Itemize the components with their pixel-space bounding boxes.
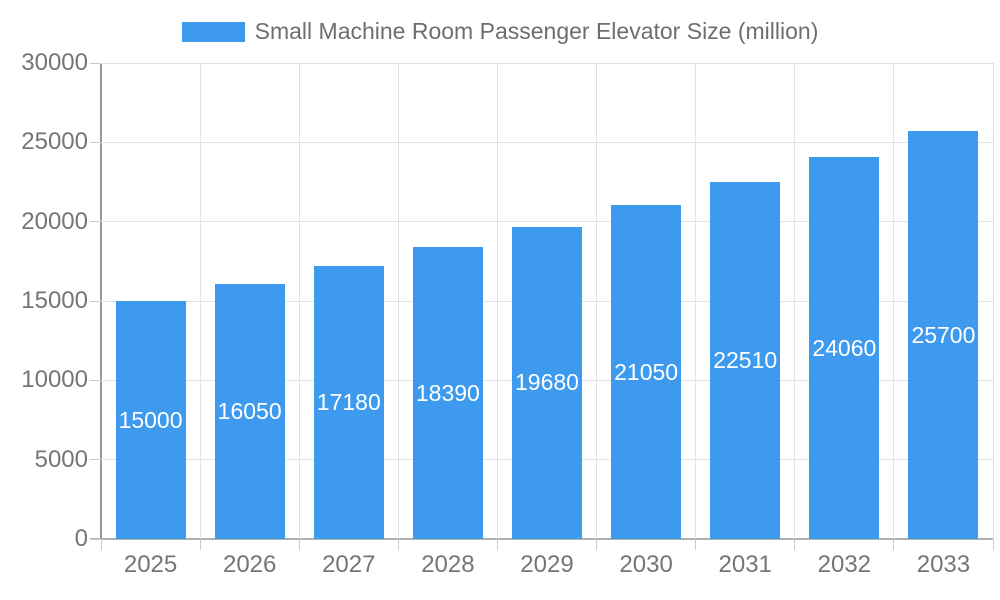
gridline-vertical [695, 63, 697, 539]
bar-2032[interactable] [809, 157, 880, 539]
bar-value-label: 24060 [812, 334, 877, 361]
x-axis-tick-label: 2025 [123, 551, 178, 578]
x-axis-tick [596, 540, 598, 550]
y-axis-tick [90, 538, 101, 540]
x-axis-tick-label: 2032 [817, 551, 872, 578]
bar-2033[interactable] [908, 131, 979, 539]
x-axis-tick-label: 2033 [916, 551, 971, 578]
y-axis-tick-label: 15000 [21, 287, 88, 314]
bar-2030[interactable] [611, 205, 682, 539]
bar-value-label: 16050 [217, 398, 282, 425]
gridline-horizontal [101, 62, 993, 64]
gridline-vertical [199, 63, 201, 539]
plot-area: 15000 16050 17180 18390 19680 21050 22510 24060… [90, 62, 994, 550]
y-axis-tick [90, 221, 101, 223]
bar-value-label: 18390 [415, 379, 480, 406]
bar-2029[interactable] [512, 226, 582, 539]
x-axis-tick [199, 540, 201, 550]
gridline-horizontal [101, 221, 993, 223]
x-axis-tick-label: 2029 [520, 551, 574, 578]
y-axis-tick [90, 379, 101, 381]
y-axis-tick [90, 300, 101, 302]
gridline-vertical [596, 63, 598, 539]
y-axis-tick [90, 141, 101, 143]
x-axis-tick-label: 2031 [718, 551, 772, 578]
gridline-vertical [893, 63, 895, 539]
x-axis-tick-label: 2030 [619, 551, 673, 578]
bar-2026[interactable] [214, 284, 285, 539]
x-axis-tick [893, 540, 895, 550]
bar-value-label: 22510 [713, 346, 778, 373]
x-axis-tick [496, 540, 498, 550]
bar-2027[interactable] [313, 266, 384, 539]
gridline-vertical [794, 63, 796, 539]
legend[interactable]: Small Machine Room Passenger Elevator Si… [0, 18, 1000, 45]
x-axis-tick [992, 540, 994, 550]
bar-2025[interactable] [115, 301, 186, 539]
y-axis-tick-label: 25000 [21, 128, 88, 156]
gridline-vertical [397, 63, 399, 539]
x-axis-tick-label: 2026 [222, 551, 277, 578]
x-axis-tick [397, 540, 399, 550]
bar-value-label: 19680 [515, 369, 579, 396]
bar-value-label: 15000 [118, 406, 183, 433]
bar-2031[interactable] [710, 181, 781, 539]
x-axis-tick [100, 540, 102, 550]
y-axis-tick-label: 20000 [21, 207, 88, 235]
y-axis-tick-label: 10000 [21, 366, 88, 394]
legend-label: Small Machine Room Passenger Elevator Si… [254, 18, 819, 44]
y-axis-tick [90, 459, 101, 461]
bar-value-label: 17180 [316, 389, 381, 416]
bar-value-label: 25700 [911, 321, 976, 348]
x-axis-tick [794, 540, 796, 550]
y-axis-tick-label: 0 [74, 525, 88, 552]
x-axis-line [90, 538, 993, 540]
y-axis-tick-label: 30000 [21, 49, 88, 76]
x-axis-tick-label: 2028 [421, 551, 475, 578]
x-axis-tick [298, 540, 300, 550]
legend-swatch-icon [181, 21, 245, 42]
bar-value-label: 21050 [614, 358, 679, 385]
y-axis-tick [90, 62, 101, 64]
x-axis-tick [695, 540, 697, 550]
y-axis-tick-label: 5000 [34, 445, 88, 473]
bar-2028[interactable] [412, 247, 483, 539]
gridline-vertical [496, 63, 498, 539]
x-axis-tick-label: 2027 [322, 551, 376, 578]
gridline-vertical [992, 63, 994, 539]
gridline-vertical [298, 63, 300, 539]
gridline-horizontal [101, 141, 993, 143]
